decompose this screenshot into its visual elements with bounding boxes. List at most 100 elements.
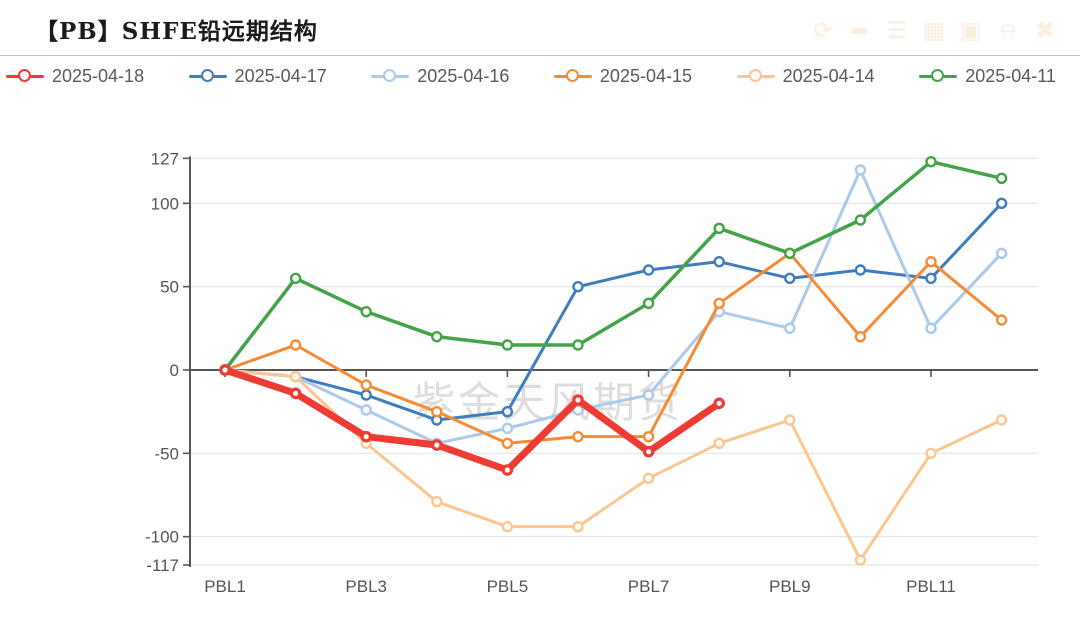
data-point	[854, 554, 867, 566]
data-point	[854, 330, 867, 343]
series-2025-04-11	[219, 155, 1008, 376]
data-point	[925, 447, 937, 460]
data-point	[713, 437, 725, 450]
data-point	[501, 464, 514, 476]
axes	[183, 156, 1038, 568]
data-point	[431, 405, 443, 418]
data-point	[360, 379, 372, 391]
x-tick-label: PBL9	[769, 577, 811, 596]
data-point	[572, 430, 584, 443]
data-point	[925, 155, 937, 168]
data-point	[642, 430, 655, 443]
data-point	[431, 330, 443, 343]
data-point	[289, 339, 302, 351]
legend-item-2025-04-11[interactable]: 2025-04-11	[919, 66, 1056, 87]
data-point	[784, 247, 796, 260]
data-point	[501, 437, 514, 450]
data-point	[995, 314, 1008, 326]
data-point	[854, 214, 867, 226]
data-point	[854, 264, 867, 276]
data-point	[572, 280, 584, 293]
data-point	[501, 405, 514, 418]
data-point	[572, 339, 584, 351]
legend-item-2025-04-14[interactable]: 2025-04-14	[736, 65, 875, 87]
share-icon[interactable]: ➦	[850, 17, 870, 43]
series-line-2025-04-15	[223, 251, 1004, 445]
data-point	[642, 389, 655, 401]
axis-labels: 127 100 50 0 -50 -100 -117 PBL1 PBL3 PBL5 PBL7 PBL9…	[145, 149, 956, 596]
image-icon[interactable]: ▣	[960, 17, 982, 43]
data-point	[925, 255, 937, 268]
data-point	[501, 422, 514, 435]
data-point	[642, 445, 655, 458]
header-divider	[0, 55, 1080, 56]
legend-marker-icon	[919, 69, 958, 83]
series-line-2025-04-17	[223, 201, 1004, 422]
x-tick-label: PBL11	[906, 577, 956, 596]
data-point	[995, 414, 1008, 426]
data-point	[360, 430, 372, 443]
y-tick-label: 100	[151, 194, 179, 213]
legend-item-2025-04-15[interactable]: 2025-04-15	[553, 65, 692, 87]
legend-label: 2025-04-15	[599, 65, 692, 86]
data-point	[642, 264, 655, 276]
data-point	[925, 322, 937, 335]
list-icon[interactable]: ☰	[886, 17, 908, 43]
data-point	[713, 297, 725, 310]
data-point	[713, 222, 725, 235]
series-line-2025-04-11	[223, 159, 1004, 372]
legend-marker-icon	[736, 69, 775, 83]
close-icon[interactable]: ✖	[1035, 17, 1055, 43]
grid-lines	[190, 157, 1038, 566]
data-point	[995, 172, 1008, 185]
legend-label: 2025-04-14	[782, 65, 875, 86]
legend-label: 2025-04-11	[965, 65, 1056, 86]
data-point	[572, 394, 584, 406]
y-tick-label: 127	[151, 149, 179, 168]
data-point	[713, 255, 725, 268]
series-line-2025-04-16	[223, 168, 1004, 445]
data-point	[360, 389, 372, 401]
legend-label: 2025-04-16	[417, 65, 510, 86]
y-tick-label: 50	[160, 278, 179, 297]
legend-item-2025-04-17[interactable]: 2025-04-17	[188, 65, 327, 87]
data-point	[642, 297, 655, 310]
chart-legend: 2025-04-18 2025-04-17 2025-04-16 2025-04-15…	[6, 61, 1056, 91]
data-point	[430, 439, 443, 451]
data-point	[713, 397, 725, 410]
data-point	[501, 520, 514, 533]
legend-marker-icon	[188, 69, 227, 83]
data-point	[360, 404, 372, 416]
data-point	[995, 247, 1008, 260]
bell-icon[interactable]: ⍾	[1000, 17, 1016, 43]
table-icon[interactable]: ▦	[923, 17, 945, 43]
refresh-icon[interactable]: ⟳	[813, 17, 833, 43]
page-title: 【PB】SHFE铅远期结构	[35, 18, 318, 45]
x-tick-label: PBL5	[487, 577, 529, 596]
data-point	[289, 370, 302, 383]
data-point	[854, 164, 867, 176]
y-tick-label: -100	[145, 528, 179, 547]
x-tick-label: PBL1	[204, 577, 246, 596]
legend-marker-icon	[553, 69, 592, 83]
data-point	[642, 472, 655, 485]
legend-marker-icon	[6, 69, 44, 83]
x-tick-label: PBL3	[345, 577, 387, 596]
data-point	[784, 322, 796, 335]
data-point	[360, 305, 372, 318]
legend-label: 2025-04-17	[234, 65, 327, 86]
data-point	[289, 272, 302, 285]
legend-item-2025-04-16[interactable]: 2025-04-16	[371, 66, 509, 87]
series-group	[219, 155, 1008, 566]
data-point	[925, 272, 937, 285]
data-point	[572, 520, 584, 533]
data-point	[431, 495, 443, 508]
y-tick-label: 0	[170, 361, 179, 380]
legend-item-2025-04-18[interactable]: 2025-04-18	[6, 66, 144, 87]
data-point	[289, 387, 302, 400]
series-2025-04-18	[219, 364, 725, 476]
legend-marker-icon	[371, 69, 410, 83]
data-point	[501, 339, 514, 351]
